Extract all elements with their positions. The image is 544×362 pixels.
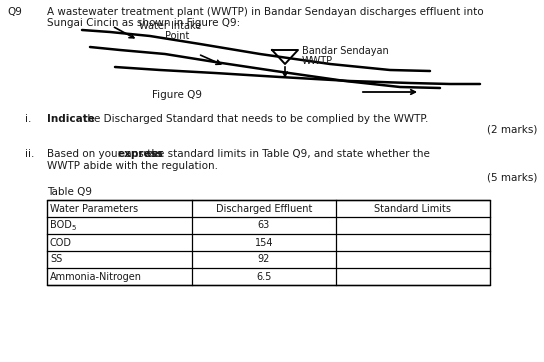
Text: Ammonia-Nitrogen: Ammonia-Nitrogen: [50, 272, 142, 282]
Text: 63: 63: [258, 220, 270, 231]
Text: WWTP abide with the regulation.: WWTP abide with the regulation.: [47, 161, 218, 171]
Text: Figure Q9: Figure Q9: [152, 90, 202, 100]
Text: A wastewater treatment plant (WWTP) in Bandar Sendayan discharges effluent into: A wastewater treatment plant (WWTP) in B…: [47, 7, 484, 17]
Text: the standard limits in Table Q9, and state whether the: the standard limits in Table Q9, and sta…: [144, 149, 430, 159]
Text: Based on your answer: Based on your answer: [47, 149, 166, 159]
Text: (5 marks): (5 marks): [487, 172, 537, 182]
Text: (2 marks): (2 marks): [487, 125, 537, 135]
Text: ii.: ii.: [25, 149, 34, 159]
Text: Discharged Effluent: Discharged Effluent: [216, 203, 312, 214]
Text: BOD: BOD: [50, 220, 72, 231]
Text: the Discharged Standard that needs to be complied by the WWTP.: the Discharged Standard that needs to be…: [80, 114, 428, 124]
Text: Standard Limits: Standard Limits: [374, 203, 452, 214]
Text: Bandar Sendayan: Bandar Sendayan: [302, 46, 389, 56]
Text: 154: 154: [255, 237, 273, 248]
Text: 5: 5: [71, 224, 76, 231]
Bar: [47, 200, 490, 285]
Text: Table Q9: Table Q9: [47, 187, 92, 197]
Text: Indicate: Indicate: [47, 114, 95, 124]
Text: 6.5: 6.5: [256, 272, 271, 282]
Text: i.: i.: [25, 114, 32, 124]
Text: express: express: [117, 149, 163, 159]
Text: Q9: Q9: [7, 7, 22, 17]
Text: Point: Point: [165, 31, 189, 41]
Text: Water Intake: Water Intake: [139, 21, 201, 31]
Text: WWTP: WWTP: [302, 56, 333, 66]
Text: Water Parameters: Water Parameters: [50, 203, 138, 214]
Text: Sungai Cincin as shown in Figure Q9:: Sungai Cincin as shown in Figure Q9:: [47, 18, 240, 28]
Text: SS: SS: [50, 254, 62, 265]
Text: COD: COD: [50, 237, 72, 248]
Text: 92: 92: [258, 254, 270, 265]
